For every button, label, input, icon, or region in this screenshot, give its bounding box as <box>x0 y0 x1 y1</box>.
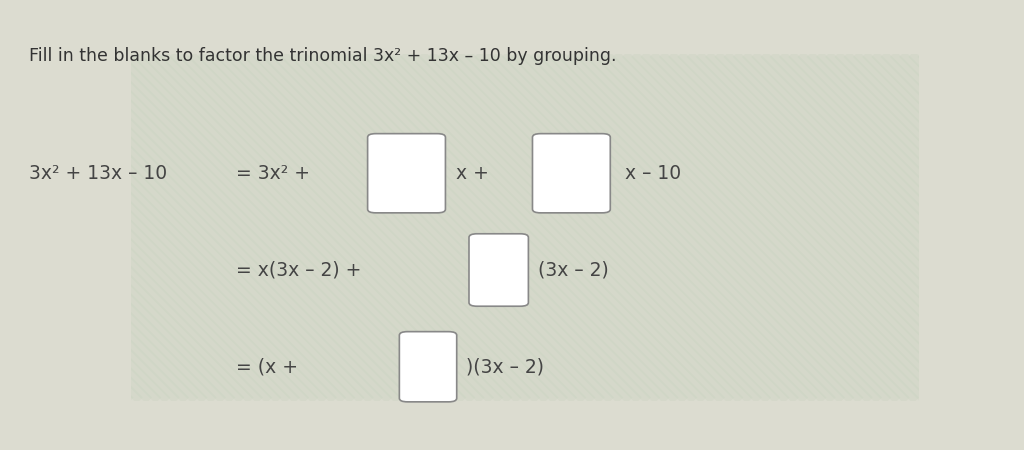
FancyBboxPatch shape <box>399 332 457 402</box>
FancyBboxPatch shape <box>532 134 610 213</box>
Text: )(3x – 2): )(3x – 2) <box>466 357 544 376</box>
FancyBboxPatch shape <box>469 234 528 306</box>
Text: x – 10: x – 10 <box>625 164 681 183</box>
Text: = (x +: = (x + <box>236 357 298 376</box>
Text: = 3x² +: = 3x² + <box>236 164 309 183</box>
Text: x +: x + <box>456 164 488 183</box>
Text: (3x – 2): (3x – 2) <box>538 261 608 279</box>
Text: Fill in the blanks to factor the trinomial 3x² + 13x – 10 by grouping.: Fill in the blanks to factor the trinomi… <box>29 47 616 65</box>
FancyBboxPatch shape <box>368 134 445 213</box>
Text: = x(3x – 2) +: = x(3x – 2) + <box>236 261 360 279</box>
Text: 3x² + 13x – 10: 3x² + 13x – 10 <box>29 164 167 183</box>
